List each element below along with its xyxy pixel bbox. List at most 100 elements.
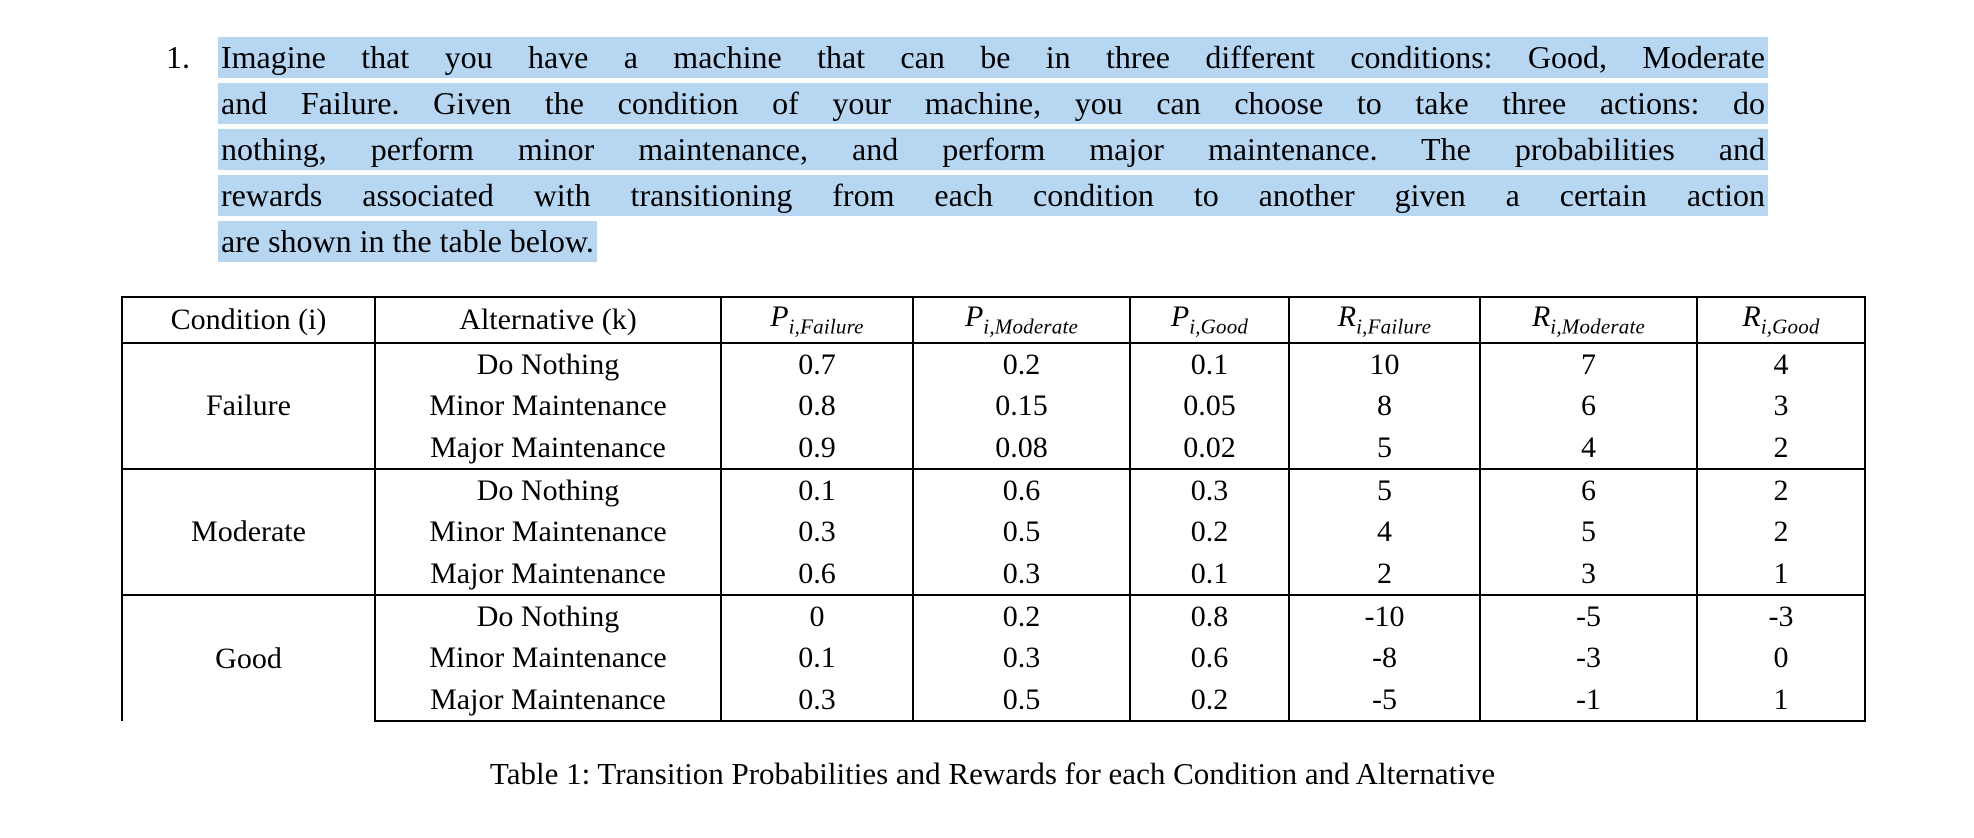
value-cell: 0.2 xyxy=(912,594,1131,637)
table-header-row: Condition (i) Alternative (k) Pi,Failure… xyxy=(121,296,1866,344)
alternative-cell: Major Maintenance xyxy=(374,427,722,469)
alternative-cell: Minor Maintenance xyxy=(374,637,722,679)
table-row: Failure Do Nothing 0.7 0.2 0.1 10 7 4 xyxy=(121,342,1866,469)
value-cell: 2 xyxy=(1696,468,1866,511)
value-cell: 0.2 xyxy=(1129,679,1290,722)
condition-cell-moderate: Moderate xyxy=(121,468,376,595)
value-cell: 0.1 xyxy=(720,637,914,679)
value-cell: -3 xyxy=(1696,594,1866,637)
alternative-cell: Major Maintenance xyxy=(374,553,722,595)
value-cell: 0.1 xyxy=(1129,553,1290,595)
header-p-failure: Pi,Failure xyxy=(720,296,914,344)
problem-line: nothing, perform minor maintenance, and … xyxy=(218,126,1768,172)
value-cell: 0.8 xyxy=(1129,594,1290,637)
value-cell: 0.7 xyxy=(720,342,914,385)
value-cell: 0.1 xyxy=(720,468,914,511)
condition-cell-good: Good xyxy=(121,594,376,721)
value-cell: 6 xyxy=(1479,385,1698,427)
value-cell: 4 xyxy=(1288,511,1481,553)
highlighted-text: nothing, perform minor maintenance, and … xyxy=(218,129,1768,170)
alternative-cell: Minor Maintenance xyxy=(374,385,722,427)
alternative-cell: Do Nothing xyxy=(374,594,722,637)
header-condition: Condition (i) xyxy=(121,296,376,344)
table-row: Minor Maintenance 0.1 0.3 0.6 -8 -3 0 xyxy=(122,637,1866,679)
value-cell: -3 xyxy=(1479,637,1698,679)
problem-text: Imagine that you have a machine that can… xyxy=(218,34,1768,264)
value-cell: 0.2 xyxy=(1129,511,1290,553)
value-cell: 1 xyxy=(1696,553,1866,595)
value-cell: 0.6 xyxy=(912,468,1131,511)
value-cell: 0.8 xyxy=(720,385,914,427)
value-cell: 0.08 xyxy=(912,427,1131,469)
value-cell: 3 xyxy=(1696,385,1866,427)
alternative-cell: Minor Maintenance xyxy=(374,511,722,553)
header-p-good: Pi,Good xyxy=(1129,296,1290,344)
value-cell: 0.15 xyxy=(912,385,1131,427)
value-cell: 0 xyxy=(1696,637,1866,679)
value-cell: 0.3 xyxy=(720,679,914,722)
value-cell: -8 xyxy=(1288,637,1481,679)
value-cell: 5 xyxy=(1288,427,1481,469)
transition-probabilities-table: Condition (i) Alternative (k) Pi,Failure… xyxy=(121,296,1866,722)
condition-cell-failure: Failure xyxy=(121,342,376,469)
highlighted-text: are shown in the table below. xyxy=(218,221,597,262)
value-cell: 0.1 xyxy=(1129,342,1290,385)
table-row: Moderate Do Nothing 0.1 0.6 0.3 5 6 2 xyxy=(121,468,1866,595)
value-cell: 2 xyxy=(1288,553,1481,595)
problem-statement: 1. Imagine that you have a machine that … xyxy=(0,0,1974,264)
header-r-good: Ri,Good xyxy=(1696,296,1866,344)
value-cell: 0.2 xyxy=(912,342,1131,385)
value-cell: 2 xyxy=(1696,511,1866,553)
value-cell: 0.02 xyxy=(1129,427,1290,469)
header-p-moderate: Pi,Moderate xyxy=(912,296,1131,344)
table-row: Major Maintenance 0.6 0.3 0.1 2 3 1 xyxy=(122,553,1866,595)
value-cell: 0.3 xyxy=(1129,468,1290,511)
highlighted-text: Imagine that you have a machine that can… xyxy=(218,37,1768,78)
problem-line: Imagine that you have a machine that can… xyxy=(218,34,1768,80)
value-cell: 0.5 xyxy=(912,679,1131,722)
table-caption: Table 1: Transition Probabilities and Re… xyxy=(489,756,1496,791)
value-cell: 8 xyxy=(1288,385,1481,427)
value-cell: 2 xyxy=(1696,427,1866,469)
list-item-number: 1. xyxy=(166,39,190,75)
problem-line: and Failure. Given the condition of your… xyxy=(218,80,1768,126)
value-cell: 5 xyxy=(1288,468,1481,511)
table-row: Minor Maintenance 0.3 0.5 0.2 4 5 2 xyxy=(122,511,1866,553)
table-row: Major Maintenance 0.9 0.08 0.02 5 4 2 xyxy=(122,427,1866,469)
value-cell: 0.3 xyxy=(912,637,1131,679)
table-row: Minor Maintenance 0.8 0.15 0.05 8 6 3 xyxy=(122,385,1866,427)
value-cell: 6 xyxy=(1479,468,1698,511)
value-cell: 0.05 xyxy=(1129,385,1290,427)
highlighted-text: rewards associated with transitioning fr… xyxy=(218,175,1768,216)
value-cell: 0.6 xyxy=(1129,637,1290,679)
highlighted-text: and Failure. Given the condition of your… xyxy=(218,83,1768,124)
value-cell: -1 xyxy=(1479,679,1698,722)
problem-line: are shown in the table below. xyxy=(218,218,1768,264)
value-cell: -10 xyxy=(1288,594,1481,637)
alternative-cell: Do Nothing xyxy=(374,468,722,511)
alternative-cell: Do Nothing xyxy=(374,342,722,385)
value-cell: 0 xyxy=(720,594,914,637)
value-cell: 3 xyxy=(1479,553,1698,595)
table-row: Good Do Nothing 0 0.2 0.8 -10 -5 -3 xyxy=(121,594,1866,721)
value-cell: 4 xyxy=(1696,342,1866,385)
value-cell: 0.5 xyxy=(912,511,1131,553)
header-r-moderate: Ri,Moderate xyxy=(1479,296,1698,344)
value-cell: 4 xyxy=(1479,427,1698,469)
value-cell: 0.9 xyxy=(720,427,914,469)
alternative-cell: Major Maintenance xyxy=(374,679,722,722)
table-row: Major Maintenance 0.3 0.5 0.2 -5 -1 1 xyxy=(122,679,1866,722)
value-cell: 7 xyxy=(1479,342,1698,385)
value-cell: -5 xyxy=(1288,679,1481,722)
value-cell: 0.3 xyxy=(720,511,914,553)
value-cell: -5 xyxy=(1479,594,1698,637)
value-cell: 10 xyxy=(1288,342,1481,385)
value-cell: 1 xyxy=(1696,679,1866,722)
value-cell: 5 xyxy=(1479,511,1698,553)
value-cell: 0.6 xyxy=(720,553,914,595)
header-r-failure: Ri,Failure xyxy=(1288,296,1481,344)
header-alternative: Alternative (k) xyxy=(374,296,722,344)
problem-line: rewards associated with transitioning fr… xyxy=(218,172,1768,218)
value-cell: 0.3 xyxy=(912,553,1131,595)
